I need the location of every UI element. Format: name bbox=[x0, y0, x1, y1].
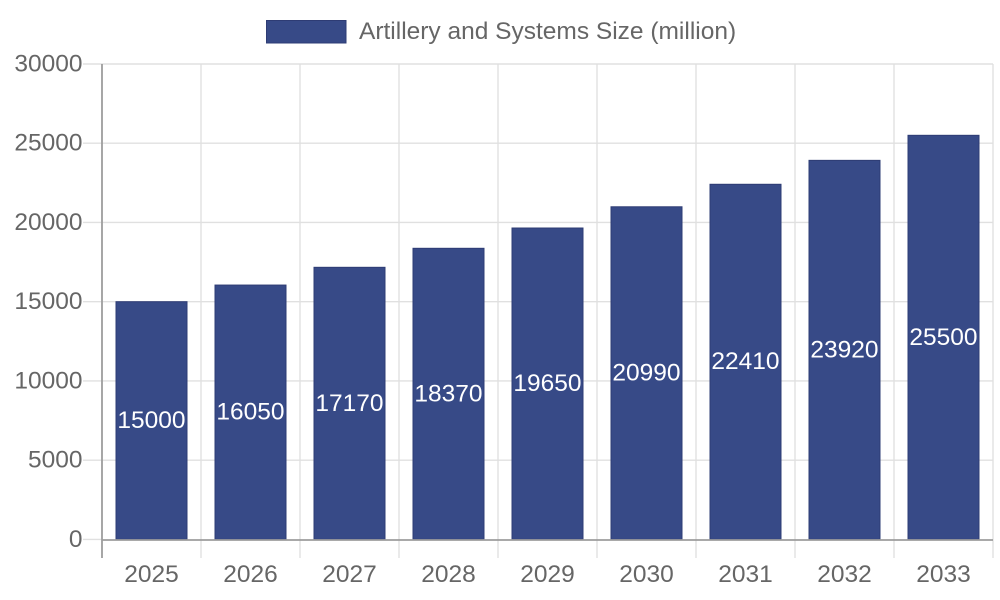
svg-text:5000: 5000 bbox=[28, 447, 83, 474]
svg-text:25000: 25000 bbox=[14, 130, 82, 157]
svg-text:2026: 2026 bbox=[223, 561, 278, 588]
svg-text:15000: 15000 bbox=[14, 288, 82, 315]
svg-text:20990: 20990 bbox=[612, 359, 680, 386]
svg-text:15000: 15000 bbox=[117, 407, 185, 434]
svg-text:2027: 2027 bbox=[322, 561, 377, 588]
svg-text:22410: 22410 bbox=[711, 348, 779, 375]
svg-text:18370: 18370 bbox=[414, 380, 482, 407]
svg-text:2031: 2031 bbox=[718, 561, 773, 588]
svg-text:17170: 17170 bbox=[315, 390, 383, 417]
svg-text:2032: 2032 bbox=[817, 561, 872, 588]
svg-text:20000: 20000 bbox=[14, 209, 82, 236]
svg-text:2029: 2029 bbox=[520, 561, 575, 588]
svg-text:25500: 25500 bbox=[909, 324, 977, 351]
svg-text:2028: 2028 bbox=[421, 561, 476, 588]
svg-text:19650: 19650 bbox=[513, 370, 581, 397]
svg-text:16050: 16050 bbox=[216, 399, 284, 426]
svg-text:2033: 2033 bbox=[916, 561, 971, 588]
svg-text:Artillery and Systems Size (mi: Artillery and Systems Size (million) bbox=[359, 18, 736, 45]
svg-text:30000: 30000 bbox=[14, 51, 82, 78]
svg-text:23920: 23920 bbox=[810, 336, 878, 363]
svg-text:10000: 10000 bbox=[14, 367, 82, 394]
svg-text:0: 0 bbox=[69, 526, 83, 553]
svg-text:2030: 2030 bbox=[619, 561, 674, 588]
svg-text:2025: 2025 bbox=[124, 561, 179, 588]
